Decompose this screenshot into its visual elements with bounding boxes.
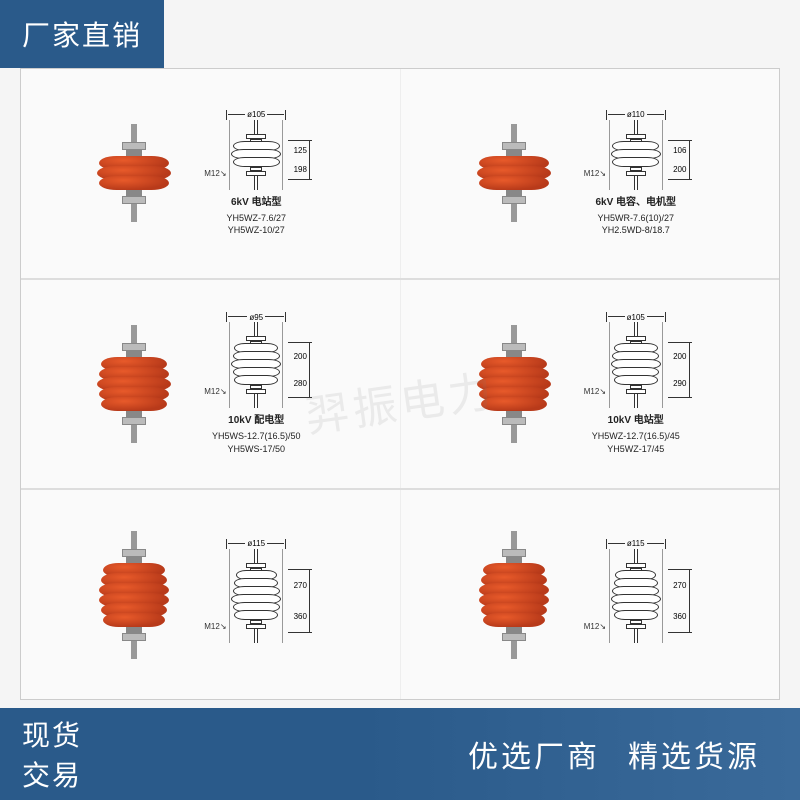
thread-label: M12↘ xyxy=(584,169,606,178)
catalog-row: ø105 125198 M12↘ 6kV 电站型YH5WZ-7.6/27YH5W… xyxy=(21,69,779,280)
badge-top-left: 厂家直销 xyxy=(0,0,164,68)
product-catalog: ø105 125198 M12↘ 6kV 电站型YH5WZ-7.6/27YH5W… xyxy=(20,68,780,700)
product-caption: 10kV 配电型YH5WS-12.7(16.5)/50YH5WS-17/50 xyxy=(212,414,301,455)
banner-text-a: 优选厂商 xyxy=(468,732,600,776)
dimension-height: 270360 xyxy=(668,569,692,633)
technical-diagram: ø105 125198 M12↘ 6kV 电站型YH5WZ-7.6/27YH5W… xyxy=(186,110,326,237)
thread-label: M12↘ xyxy=(204,622,226,631)
thread-label: M12↘ xyxy=(204,169,226,178)
catalog-cell: ø105 200290 M12↘ 10kV 电站型YH5WZ-12.7(16.5… xyxy=(401,280,780,489)
dimension-height: 270360 xyxy=(288,569,312,633)
technical-diagram: ø115 270360 M12↘ xyxy=(186,539,326,651)
thread-label: M12↘ xyxy=(204,387,226,396)
catalog-row: ø95 200280 M12↘ 10kV 配电型YH5WS-12.7(16.5)… xyxy=(21,280,779,491)
dimension-height: 200290 xyxy=(668,342,692,398)
catalog-cell: ø110 106200 M12↘ 6kV 电容、电机型YH5WR-7.6(10)… xyxy=(401,69,780,278)
banner-text-b: 精选货源 xyxy=(628,732,760,776)
thread-label: M12↘ xyxy=(584,622,606,631)
arrester-photo xyxy=(474,124,554,222)
dimension-height: 125198 xyxy=(288,140,312,180)
technical-diagram: ø115 270360 M12↘ xyxy=(566,539,706,651)
dimension-width: ø95 xyxy=(226,312,286,322)
product-caption: 10kV 电站型YH5WZ-12.7(16.5)/45YH5WZ-17/45 xyxy=(592,414,680,455)
product-caption: 6kV 电容、电机型YH5WR-7.6(10)/27YH2.5WD-8/18.7 xyxy=(595,196,676,237)
technical-diagram: ø95 200280 M12↘ 10kV 配电型YH5WS-12.7(16.5)… xyxy=(186,312,326,455)
catalog-row: ø115 270360 M12↘ ø115 270360 M12↘ xyxy=(21,490,779,699)
arrester-photo xyxy=(474,325,554,443)
catalog-cell: ø115 270360 M12↘ xyxy=(401,490,780,699)
dimension-width: ø115 xyxy=(226,539,286,549)
bottom-banner: 现货交易 优选厂商 精选货源 xyxy=(0,708,800,800)
product-caption: 6kV 电站型YH5WZ-7.6/27YH5WZ-10/27 xyxy=(226,196,286,237)
arrester-photo xyxy=(94,325,174,443)
dimension-height: 200280 xyxy=(288,342,312,398)
dimension-width: ø110 xyxy=(606,110,666,120)
technical-diagram: ø105 200290 M12↘ 10kV 电站型YH5WZ-12.7(16.5… xyxy=(566,312,706,455)
arrester-photo xyxy=(474,531,554,659)
arrester-photo xyxy=(94,124,174,222)
dimension-width: ø105 xyxy=(226,110,286,120)
technical-diagram: ø110 106200 M12↘ 6kV 电容、电机型YH5WR-7.6(10)… xyxy=(566,110,706,237)
dimension-height: 106200 xyxy=(668,140,692,180)
dimension-width: ø105 xyxy=(606,312,666,322)
dimension-width: ø115 xyxy=(606,539,666,549)
catalog-cell: ø105 125198 M12↘ 6kV 电站型YH5WZ-7.6/27YH5W… xyxy=(21,69,401,278)
catalog-cell: ø95 200280 M12↘ 10kV 配电型YH5WS-12.7(16.5)… xyxy=(21,280,401,489)
badge-bottom-left: 现货交易 xyxy=(22,714,82,794)
arrester-photo xyxy=(94,531,174,659)
catalog-cell: ø115 270360 M12↘ xyxy=(21,490,401,699)
thread-label: M12↘ xyxy=(584,387,606,396)
